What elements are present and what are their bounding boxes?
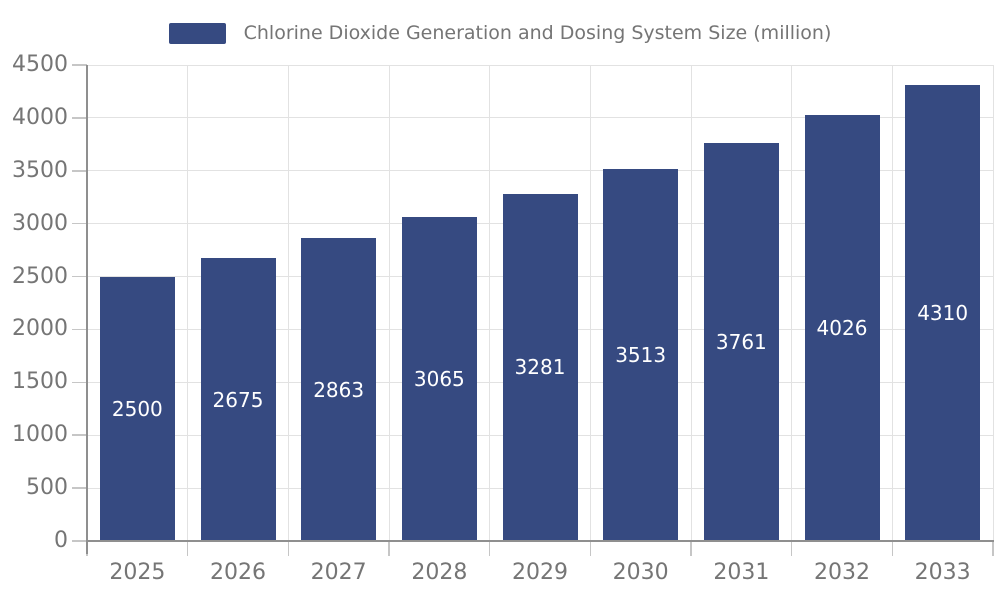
x-tick (992, 541, 994, 556)
y-tick-label: 2500 (12, 263, 68, 289)
y-tick-label: 4500 (12, 52, 68, 77)
gridline-v (489, 65, 491, 541)
x-tick-label: 2025 (109, 560, 166, 585)
y-tick (72, 117, 87, 119)
gridline-v (690, 65, 692, 541)
y-tick-label: 2000 (12, 316, 68, 342)
y-tick (72, 487, 87, 489)
y-tick (72, 434, 87, 436)
bar (905, 85, 981, 541)
x-tick (287, 541, 290, 556)
x-axis-line (87, 540, 994, 542)
y-tick (72, 540, 87, 542)
x-tick-label: 2030 (612, 560, 669, 585)
y-tick-label: 500 (26, 475, 68, 501)
y-tick (72, 170, 87, 172)
bar-value-label: 3513 (615, 343, 667, 368)
legend: Chlorine Dioxide Generation and Dosing S… (0, 22, 1000, 44)
gridline-v (589, 65, 591, 541)
y-tick-label: 4000 (12, 104, 68, 130)
gridline-v (791, 65, 793, 541)
x-tick-label: 2026 (210, 560, 266, 585)
x-tick (690, 541, 692, 556)
y-tick (72, 222, 87, 225)
y-tick-label: 1000 (12, 422, 68, 448)
y-tick (72, 64, 87, 66)
x-tick-label: 2031 (713, 560, 770, 585)
gridline-v (992, 65, 994, 541)
y-axis-line (86, 65, 88, 554)
bar-value-label: 2675 (212, 387, 264, 412)
y-tick-label: 1500 (12, 369, 68, 395)
bar (301, 238, 377, 541)
x-tick (589, 541, 592, 556)
bar-value-label: 2500 (111, 396, 163, 421)
gridline-v (287, 65, 289, 541)
y-tick (72, 381, 87, 384)
gridline-h (87, 117, 993, 119)
gridline-h (87, 170, 993, 172)
x-tick (790, 541, 793, 556)
bar (804, 115, 880, 541)
y-tick (72, 275, 87, 278)
x-tick-label: 2033 (914, 560, 971, 585)
x-tick (488, 541, 491, 556)
legend-swatch (168, 22, 226, 44)
x-tick-label: 2029 (512, 560, 568, 585)
x-tick (891, 541, 894, 556)
x-tick (186, 541, 189, 556)
y-tick-label: 0 (54, 528, 68, 553)
x-tick-label: 2032 (814, 560, 870, 585)
bar (502, 193, 578, 541)
legend-label: Chlorine Dioxide Generation and Dosing S… (243, 22, 832, 44)
gridline-v (388, 65, 390, 541)
bar (99, 276, 175, 541)
bar-value-label: 4310 (917, 301, 969, 326)
gridline-h (87, 64, 993, 66)
bar-value-label: 3065 (413, 366, 465, 391)
gridline-v (187, 65, 189, 541)
bar (703, 143, 779, 541)
x-tick-label: 2027 (310, 560, 367, 585)
bar-value-label: 2863 (313, 377, 365, 402)
bar-value-label: 3761 (715, 330, 767, 355)
x-tick-label: 2028 (411, 560, 468, 585)
bar (603, 169, 679, 541)
bar (401, 216, 477, 541)
y-tick-label: 3500 (12, 157, 68, 183)
x-tick (388, 541, 390, 556)
y-tick-label: 3000 (12, 210, 68, 236)
y-tick (72, 328, 87, 331)
bar-value-label: 3281 (514, 355, 566, 380)
bar-value-label: 4026 (816, 316, 868, 341)
gridline-v (891, 65, 893, 541)
bar (200, 258, 276, 541)
